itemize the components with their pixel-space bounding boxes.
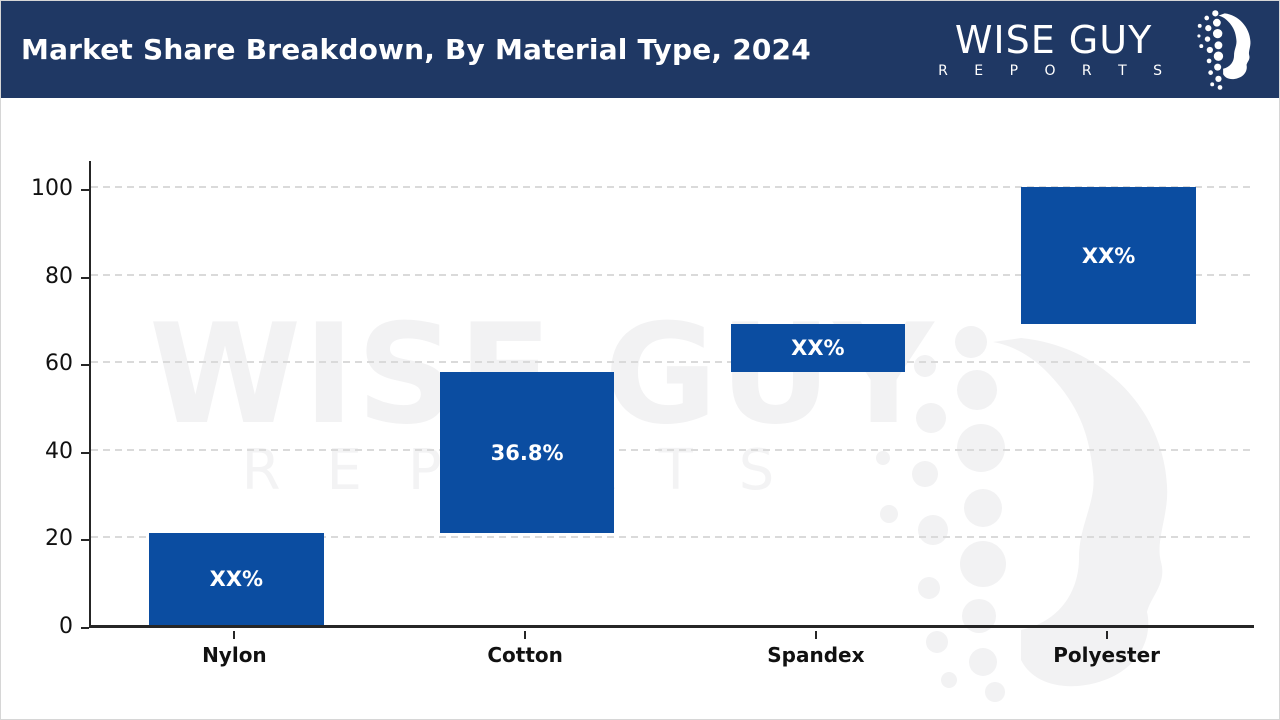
bar-value-label: XX% <box>1081 243 1136 268</box>
y-tick-label-80: 80 <box>45 263 73 289</box>
y-tick-label-60: 60 <box>45 351 73 377</box>
x-label-spandex: Spandex <box>767 643 865 667</box>
x-tick-nylon <box>233 631 236 639</box>
y-tick-0 <box>81 627 89 629</box>
gridline-100 <box>91 186 1254 189</box>
x-label-polyester: Polyester <box>1053 643 1160 667</box>
gridline-20 <box>91 536 1254 539</box>
bar-value-label: XX% <box>209 567 264 592</box>
bar-value-label: XX% <box>791 335 845 360</box>
bar-nylon: XX% <box>149 533 324 625</box>
gridline-40 <box>91 448 1254 451</box>
logo-head-icon <box>1197 9 1251 90</box>
y-tick-label-40: 40 <box>45 438 73 464</box>
chart-title: Market Share Breakdown, By Material Type… <box>21 33 811 66</box>
plot-area: XX% 36.8% XX% XX% <box>89 161 1254 628</box>
x-tick-spandex <box>814 631 817 639</box>
y-tick-label-100: 100 <box>31 176 73 202</box>
bar-polyester: XX% <box>1021 187 1196 324</box>
y-tick-80 <box>81 276 89 279</box>
logo-wordmark: WISE GUY <box>954 18 1153 62</box>
wiseguy-logo: WISE GUY R E P O R T S <box>934 1 1259 98</box>
x-tick-cotton <box>524 631 527 639</box>
y-tick-label-20: 20 <box>45 526 73 552</box>
x-label-nylon: Nylon <box>202 643 267 667</box>
header: Market Share Breakdown, By Material Type… <box>1 1 1279 98</box>
x-tick-polyester <box>1105 631 1108 639</box>
y-tick-20 <box>81 539 89 542</box>
y-tick-label-0: 0 <box>59 614 73 639</box>
y-tick-60 <box>81 364 89 367</box>
bar-spandex: XX% <box>730 323 906 372</box>
x-label-cotton: Cotton <box>487 643 563 667</box>
bar-value-label: 36.8% <box>490 440 564 465</box>
y-axis: 0 20 40 60 80 100 <box>1 161 89 639</box>
x-axis: Nylon Cotton Spandex Polyester <box>89 631 1254 691</box>
y-tick-100 <box>81 189 89 192</box>
bar-cotton: 36.8% <box>439 372 615 534</box>
gridline-60 <box>91 361 1254 364</box>
logo-subtitle: R E P O R T S <box>938 63 1173 79</box>
y-tick-40 <box>81 451 89 454</box>
gridline-80 <box>91 273 1254 276</box>
